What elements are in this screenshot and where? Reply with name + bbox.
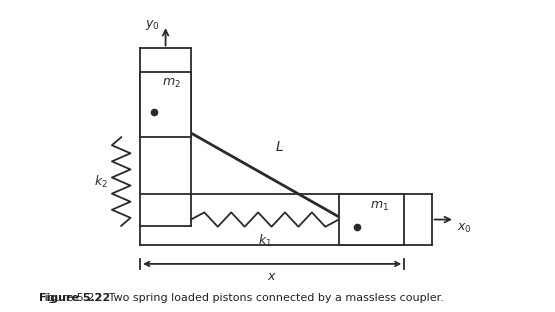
Text: $m_1$: $m_1$ (370, 200, 389, 213)
Text: $y_0$: $y_0$ (144, 18, 159, 32)
Text: Figure 5.22  Two spring loaded pistons connected by a massless coupler.: Figure 5.22 Two spring loaded pistons co… (39, 293, 444, 303)
Text: $x_0$: $x_0$ (457, 222, 472, 235)
Text: $k_2$: $k_2$ (94, 173, 108, 190)
Text: $k_1$: $k_1$ (258, 233, 272, 249)
Text: $x$: $x$ (268, 270, 277, 283)
Bar (140, 72, 191, 137)
Text: Figure 5.22: Figure 5.22 (39, 293, 110, 303)
Bar (339, 194, 404, 245)
Text: $L$: $L$ (275, 140, 284, 154)
Text: $m_2$: $m_2$ (162, 77, 181, 90)
